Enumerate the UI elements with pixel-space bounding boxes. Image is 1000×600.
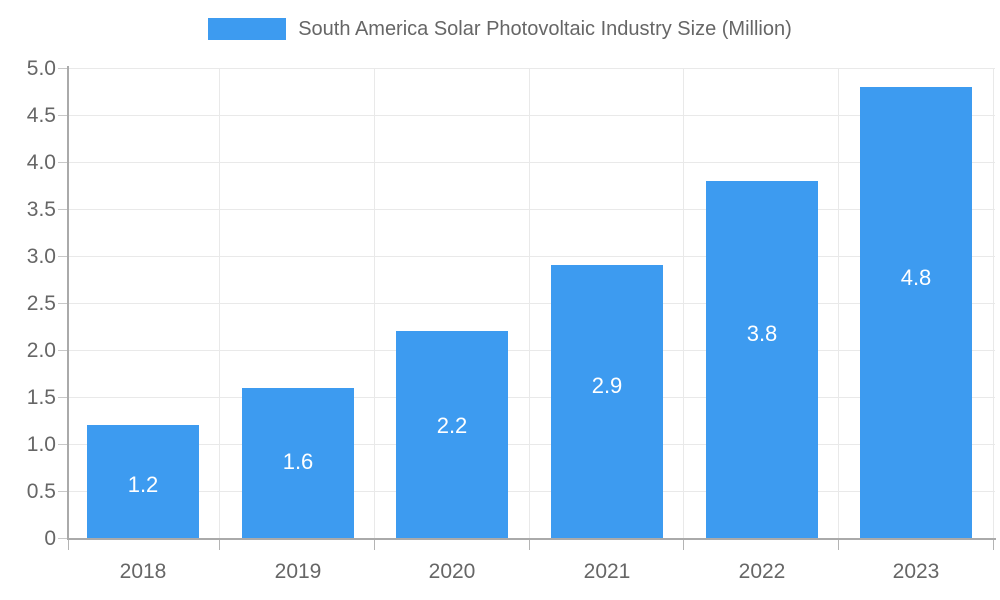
y-axis-line <box>67 66 69 540</box>
x-tick-mark <box>374 540 375 550</box>
y-tick-mark <box>58 68 68 69</box>
y-tick-mark <box>58 256 68 257</box>
gridline-horizontal <box>68 350 995 351</box>
y-tick-mark <box>58 491 68 492</box>
bar-2021[interactable]: 2.9 <box>551 265 663 538</box>
legend-series-label: South America Solar Photovoltaic Industr… <box>298 18 792 40</box>
gridline-vertical <box>683 68 684 538</box>
y-tick-mark <box>58 538 68 539</box>
y-tick-label: 2.0 <box>26 339 56 362</box>
y-tick-mark <box>58 115 68 116</box>
bar-2022[interactable]: 3.8 <box>706 180 818 538</box>
x-tick-mark <box>838 540 839 550</box>
bar-value-label: 2.2 <box>436 413 468 439</box>
bar-value-label: 1.2 <box>127 472 159 498</box>
bar-value-label: 1.6 <box>282 448 314 474</box>
y-tick-label: 4.0 <box>26 151 56 174</box>
gridline-horizontal <box>68 256 995 257</box>
y-tick-label: 0.5 <box>26 480 56 503</box>
gridline-horizontal <box>68 303 995 304</box>
gridline-vertical <box>993 68 994 538</box>
legend-color-swatch-icon <box>208 18 287 40</box>
bar-2020[interactable]: 2.2 <box>396 331 508 538</box>
gridline-horizontal <box>68 209 995 210</box>
plot-area: 1.2 1.6 2.2 2.9 3.8 4.8 <box>68 68 995 538</box>
y-tick-mark <box>58 209 68 210</box>
y-tick-label: 5.0 <box>26 57 56 80</box>
x-tick-mark <box>219 540 220 550</box>
bar-2023[interactable]: 4.8 <box>860 86 972 538</box>
gridline-horizontal <box>68 397 995 398</box>
y-tick-label: 0 <box>44 527 56 550</box>
gridline-horizontal <box>68 444 995 445</box>
x-tick-label-2019: 2019 <box>274 560 322 583</box>
x-tick-label-2020: 2020 <box>428 560 476 583</box>
y-tick-label: 1.0 <box>26 433 56 456</box>
y-tick-mark <box>58 303 68 304</box>
gridline-vertical <box>219 68 220 538</box>
bar-value-label: 3.8 <box>746 320 778 346</box>
y-tick-label: 4.5 <box>26 104 56 127</box>
bar-2019[interactable]: 1.6 <box>242 387 354 538</box>
gridline-horizontal <box>68 115 995 116</box>
bar-2018[interactable]: 1.2 <box>87 425 199 538</box>
y-tick-label: 3.0 <box>26 245 56 268</box>
x-tick-label-2021: 2021 <box>583 560 631 583</box>
y-tick-mark <box>58 397 68 398</box>
y-tick-label: 1.5 <box>26 386 56 409</box>
gridline-vertical <box>374 68 375 538</box>
x-tick-mark <box>683 540 684 550</box>
gridline-vertical <box>529 68 530 538</box>
x-tick-mark <box>993 540 994 550</box>
y-tick-label: 2.5 <box>26 292 56 315</box>
x-axis-line <box>67 538 996 540</box>
x-tick-label-2018: 2018 <box>119 560 167 583</box>
gridline-vertical <box>838 68 839 538</box>
y-tick-mark <box>58 444 68 445</box>
bar-value-label: 2.9 <box>591 373 623 399</box>
gridline-horizontal <box>68 68 995 69</box>
x-tick-mark <box>529 540 530 550</box>
gridline-horizontal <box>68 491 995 492</box>
gridline-horizontal <box>68 162 995 163</box>
legend-item-series-1[interactable]: South America Solar Photovoltaic Industr… <box>208 18 792 40</box>
x-tick-label-2023: 2023 <box>892 560 940 583</box>
bar-value-label: 4.8 <box>900 264 932 290</box>
y-tick-label: 3.5 <box>26 198 56 221</box>
x-tick-label-2022: 2022 <box>738 560 786 583</box>
y-tick-mark <box>58 350 68 351</box>
x-tick-mark <box>68 540 69 550</box>
y-tick-mark <box>58 162 68 163</box>
chart-legend: South America Solar Photovoltaic Industr… <box>0 12 1000 46</box>
